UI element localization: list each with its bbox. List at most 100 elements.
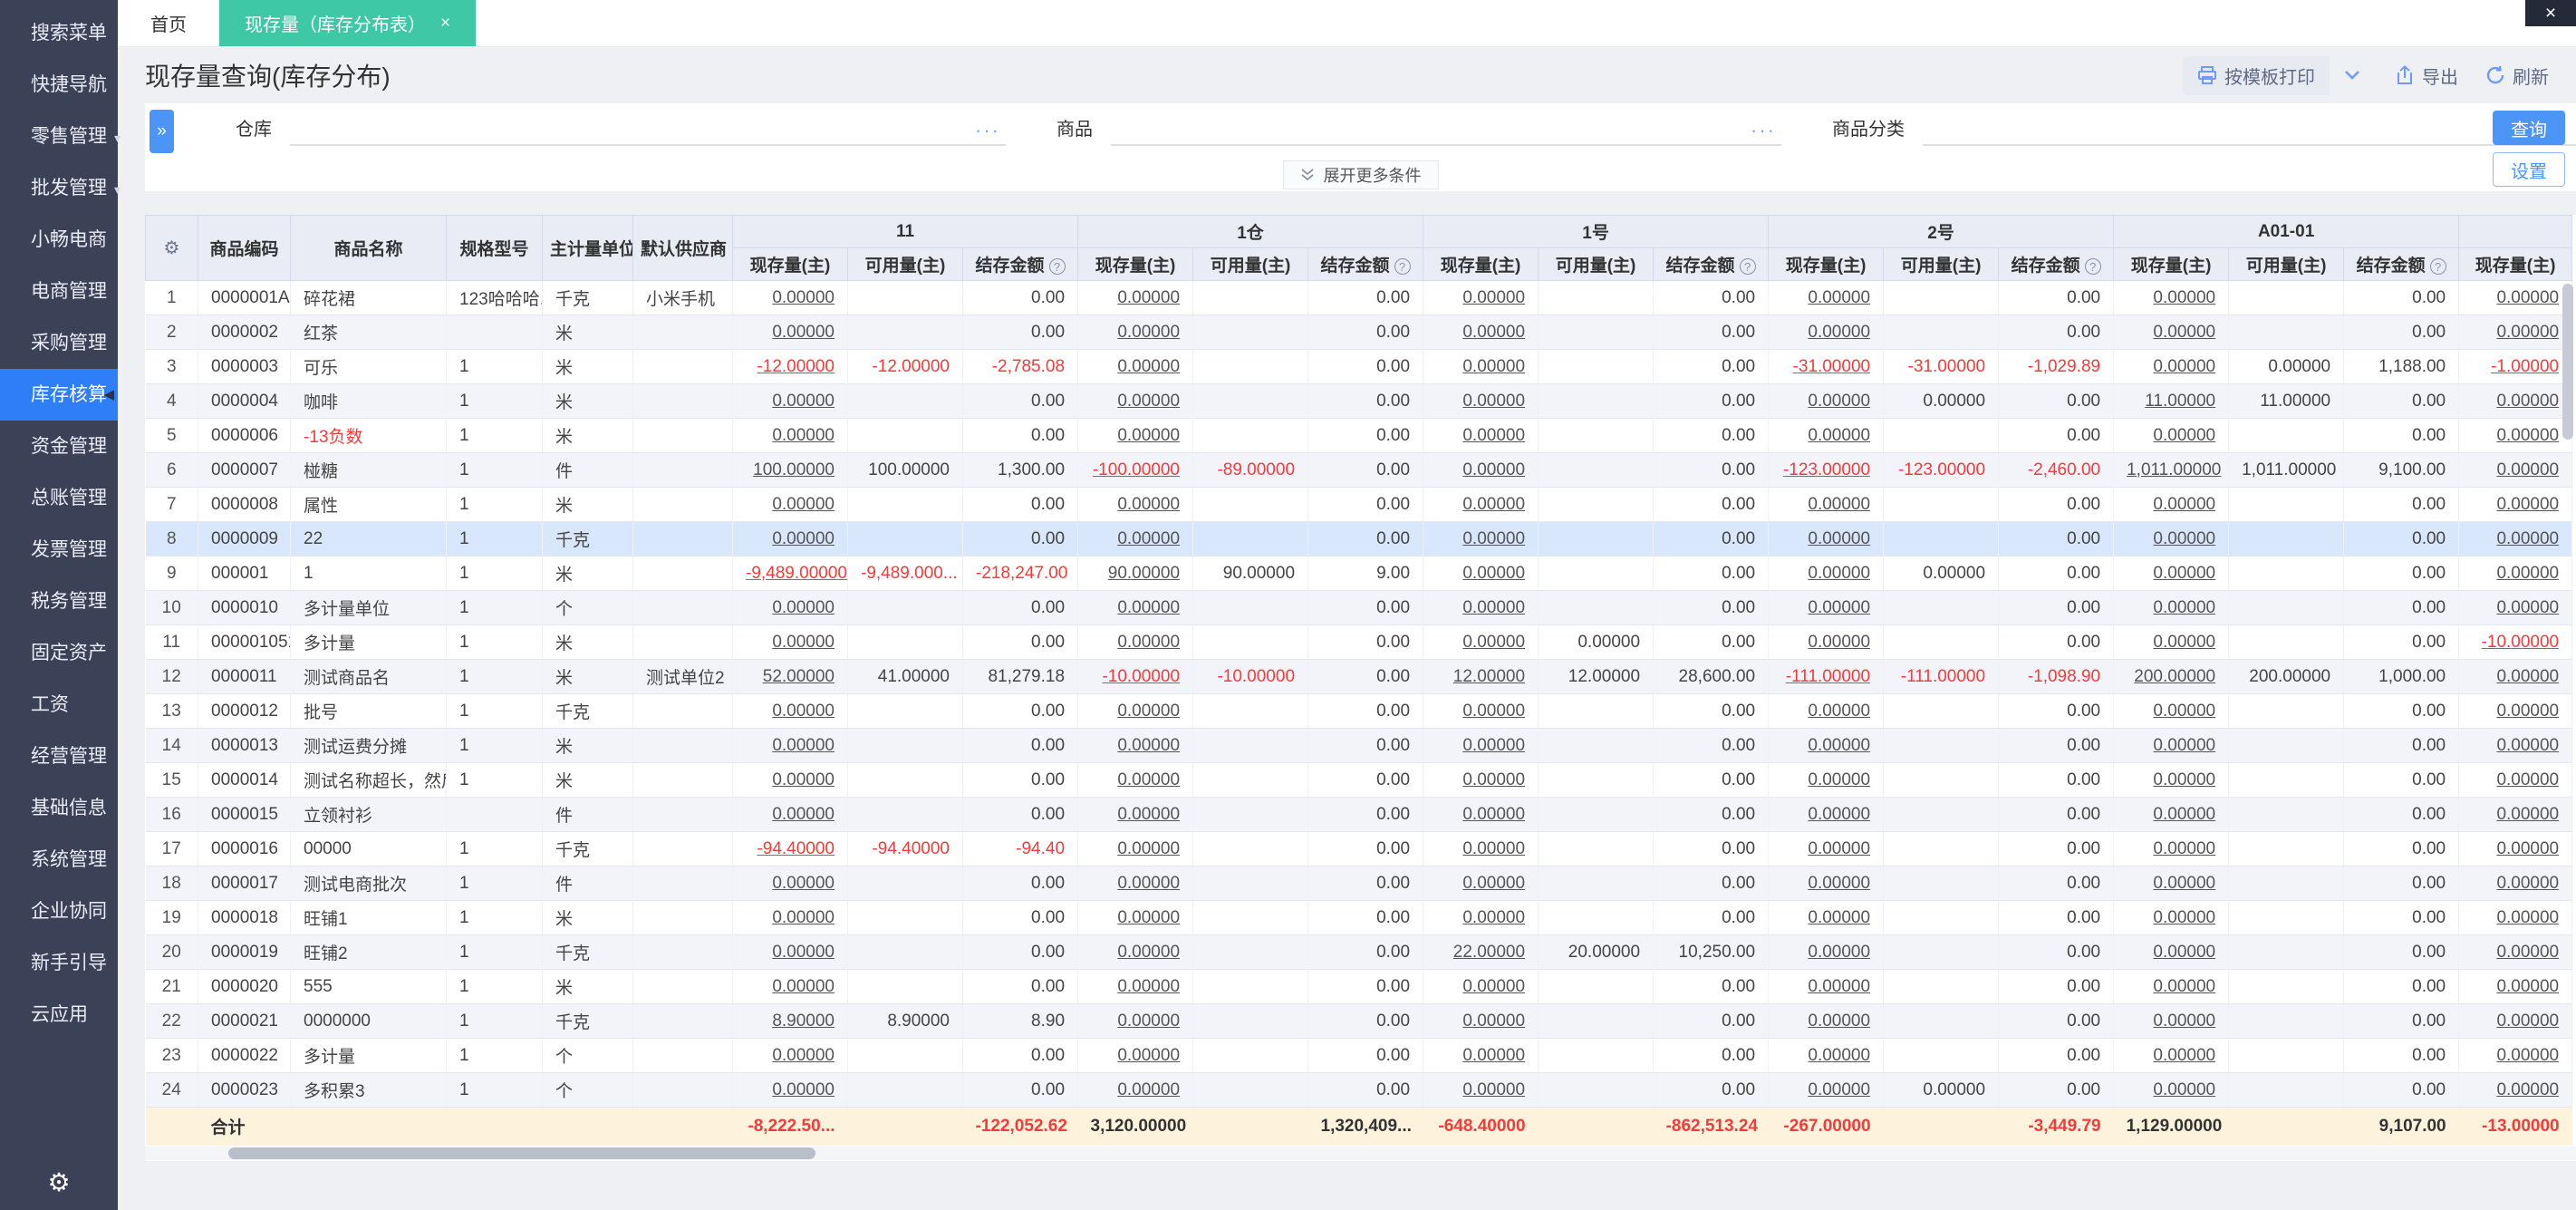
table-row[interactable]: 12 0000011 测试商品名 1 米测试单位2 52.00000 41.00000 81,…	[145, 659, 2573, 694]
stock-qty-link[interactable]: 0.00000	[1117, 632, 1181, 652]
stock-qty-link[interactable]: 0.00000	[1808, 597, 1871, 617]
table-row[interactable]: 23 0000022 多计量 1 个 0.00000 0.00 0.00000 0.00 0.00…	[145, 1038, 2573, 1073]
stock-qty-link[interactable]: 0.00000	[2496, 391, 2560, 411]
stock-qty-link[interactable]: 0.00000	[2496, 976, 2560, 996]
filter-collapse-button[interactable]: »	[150, 110, 174, 153]
stock-qty-link[interactable]: 0.00000	[2496, 528, 2560, 548]
stock-qty-link[interactable]: 0.00000	[2153, 425, 2216, 445]
table-row[interactable]: 4 0000004 咖啡 1 米 0.00000 0.00 0.00000 0.00 0.0000…	[145, 383, 2573, 419]
product-picker-ellipsis-icon[interactable]: ···	[1751, 119, 1776, 141]
table-row[interactable]: 8 0000009 22 1 千克 0.00000 0.00 0.00000 0.00 0.000…	[145, 521, 2573, 557]
sidebar-item-2[interactable]: 快捷导航	[0, 59, 118, 111]
stock-qty-link[interactable]: -1.00000	[2491, 356, 2560, 376]
stock-qty-link[interactable]: 0.00000	[772, 976, 835, 996]
stock-qty-link[interactable]: 0.00000	[2496, 873, 2560, 893]
stock-qty-link[interactable]: 0.00000	[772, 425, 835, 445]
stock-qty-link[interactable]: 0.00000	[1462, 873, 1526, 893]
sidebar-item-11[interactable]: 发票管理	[0, 524, 118, 576]
sidebar-item-3[interactable]: 零售管理 ▾	[0, 111, 121, 162]
stock-qty-link[interactable]: 0.00000	[1808, 735, 1871, 755]
stock-qty-link[interactable]: 0.00000	[2496, 701, 2560, 721]
table-row[interactable]: 7 0000008 属性 1 米 0.00000 0.00 0.00000 0.00 0.0000…	[145, 487, 2573, 522]
stock-qty-link[interactable]: 0.00000	[1808, 907, 1871, 927]
stock-qty-link[interactable]: -100.00000	[1092, 460, 1181, 479]
stock-qty-link[interactable]: 0.00000	[1117, 942, 1181, 962]
table-row[interactable]: 9 000001 1 1 米 -9,489.00000 -9,489.000... -218,…	[145, 556, 2573, 591]
stock-qty-link[interactable]: 0.00000	[2153, 494, 2216, 514]
category-filter-input[interactable]	[1923, 113, 2576, 146]
stock-qty-link[interactable]: 0.00000	[1462, 804, 1526, 824]
stock-qty-link[interactable]: 0.00000	[1808, 425, 1871, 445]
stock-qty-link[interactable]: 0.00000	[2496, 460, 2560, 479]
stock-qty-link[interactable]: 0.00000	[2153, 1045, 2216, 1065]
expand-more-conditions-button[interactable]: 展开更多条件	[1282, 160, 1439, 189]
stock-qty-link[interactable]: 0.00000	[2153, 942, 2216, 962]
stock-qty-link[interactable]: 0.00000	[1808, 804, 1871, 824]
stock-qty-link[interactable]: 0.00000	[772, 1045, 835, 1065]
sidebar-item-20[interactable]: 云应用	[0, 989, 118, 1041]
gear-icon[interactable]: ⚙	[163, 238, 180, 258]
stock-qty-link[interactable]: 90.00000	[1107, 563, 1181, 583]
table-row[interactable]: 6 0000007 椪糖 1 件 100.00000 100.00000 1,300.00 -1…	[145, 452, 2573, 488]
stock-qty-link[interactable]: 0.00000	[2153, 356, 2216, 376]
table-row[interactable]: 13 0000012 批号 1 千克 0.00000 0.00 0.00000 0.00 0.00…	[145, 693, 2573, 729]
stock-qty-link[interactable]: 0.00000	[2496, 1079, 2560, 1099]
stock-qty-link[interactable]: 0.00000	[2496, 804, 2560, 824]
sidebar-item-10[interactable]: 总账管理	[0, 472, 118, 524]
stock-qty-link[interactable]: 0.00000	[772, 873, 835, 893]
stock-qty-link[interactable]: 0.00000	[1808, 494, 1871, 514]
warehouse-picker-ellipsis-icon[interactable]: ···	[975, 119, 1000, 141]
stock-qty-link[interactable]: 11.00000	[2145, 391, 2216, 411]
stock-qty-link[interactable]: 0.00000	[1117, 1045, 1181, 1065]
stock-qty-link[interactable]: 0.00000	[2496, 942, 2560, 962]
stock-qty-link[interactable]: -12.00000	[757, 356, 835, 376]
stock-qty-link[interactable]: 0.00000	[1117, 1011, 1181, 1031]
stock-qty-link[interactable]: 0.00000	[1462, 528, 1526, 548]
stock-qty-link[interactable]: 0.00000	[772, 907, 835, 927]
stock-qty-link[interactable]: 0.00000	[1462, 735, 1526, 755]
stock-qty-link[interactable]: 0.00000	[2153, 770, 2216, 789]
stock-qty-link[interactable]: 0.00000	[2153, 976, 2216, 996]
stock-qty-link[interactable]: 0.00000	[1462, 287, 1526, 307]
stock-qty-link[interactable]: 0.00000	[2496, 494, 2560, 514]
stock-qty-link[interactable]: 0.00000	[1117, 425, 1181, 445]
stock-qty-link[interactable]: 0.00000	[1117, 494, 1181, 514]
help-icon[interactable]: ?	[1739, 258, 1756, 275]
stock-qty-link[interactable]: 0.00000	[2496, 735, 2560, 755]
stock-qty-link[interactable]: 0.00000	[2496, 1045, 2560, 1065]
sidebar-item-9[interactable]: 资金管理	[0, 421, 118, 472]
stock-qty-link[interactable]: 0.00000	[1808, 701, 1871, 721]
stock-qty-link[interactable]: 0.00000	[1808, 1079, 1871, 1099]
stock-qty-link[interactable]: 0.00000	[1808, 942, 1871, 962]
sidebar-item-15[interactable]: 经营管理	[0, 731, 118, 782]
stock-qty-link[interactable]: 0.00000	[1117, 701, 1181, 721]
stock-qty-link[interactable]: -94.40000	[757, 838, 835, 858]
help-icon[interactable]: ?	[2429, 258, 2446, 275]
help-icon[interactable]: ?	[1394, 258, 1411, 275]
stock-qty-link[interactable]: 0.00000	[1462, 770, 1526, 789]
print-by-template-button[interactable]: 按模板打印	[2183, 55, 2368, 95]
table-row[interactable]: 18 0000017 测试电商批次 1 件 0.00000 0.00 0.00000 0.00 0…	[145, 866, 2573, 901]
sidebar-item-13[interactable]: 固定资产	[0, 627, 118, 679]
horizontal-scrollbar-track[interactable]	[145, 1147, 2576, 1160]
stock-qty-link[interactable]: 0.00000	[1808, 873, 1871, 893]
stock-qty-link[interactable]: 0.00000	[1462, 494, 1526, 514]
stock-qty-link[interactable]: 8.90000	[772, 1011, 835, 1031]
sidebar-item-19[interactable]: 新手引导	[0, 937, 118, 989]
stock-qty-link[interactable]: 0.00000	[1808, 838, 1871, 858]
stock-qty-link[interactable]: -10.00000	[1102, 666, 1181, 686]
table-row[interactable]: 20 0000019 旺铺2 1 千克 0.00000 0.00 0.00000 0.00 22.…	[145, 934, 2573, 970]
stock-qty-link[interactable]: 0.00000	[2153, 907, 2216, 927]
sidebar-item-17[interactable]: 系统管理	[0, 834, 118, 886]
stock-qty-link[interactable]: 0.00000	[1462, 356, 1526, 376]
table-row[interactable]: 22 0000021 0000000 1 千克 8.90000 8.90000 8.90 0.0…	[145, 1003, 2573, 1039]
stock-qty-link[interactable]: 0.00000	[1117, 976, 1181, 996]
stock-qty-link[interactable]: 0.00000	[772, 770, 835, 789]
stock-qty-link[interactable]: 0.00000	[1462, 1011, 1526, 1031]
stock-qty-link[interactable]: -123.00000	[1782, 460, 1871, 479]
stock-qty-link[interactable]: 0.00000	[1117, 735, 1181, 755]
stock-qty-link[interactable]: 0.00000	[2496, 563, 2560, 583]
stock-qty-link[interactable]: 0.00000	[2496, 666, 2560, 686]
stock-qty-link[interactable]: 0.00000	[1117, 287, 1181, 307]
